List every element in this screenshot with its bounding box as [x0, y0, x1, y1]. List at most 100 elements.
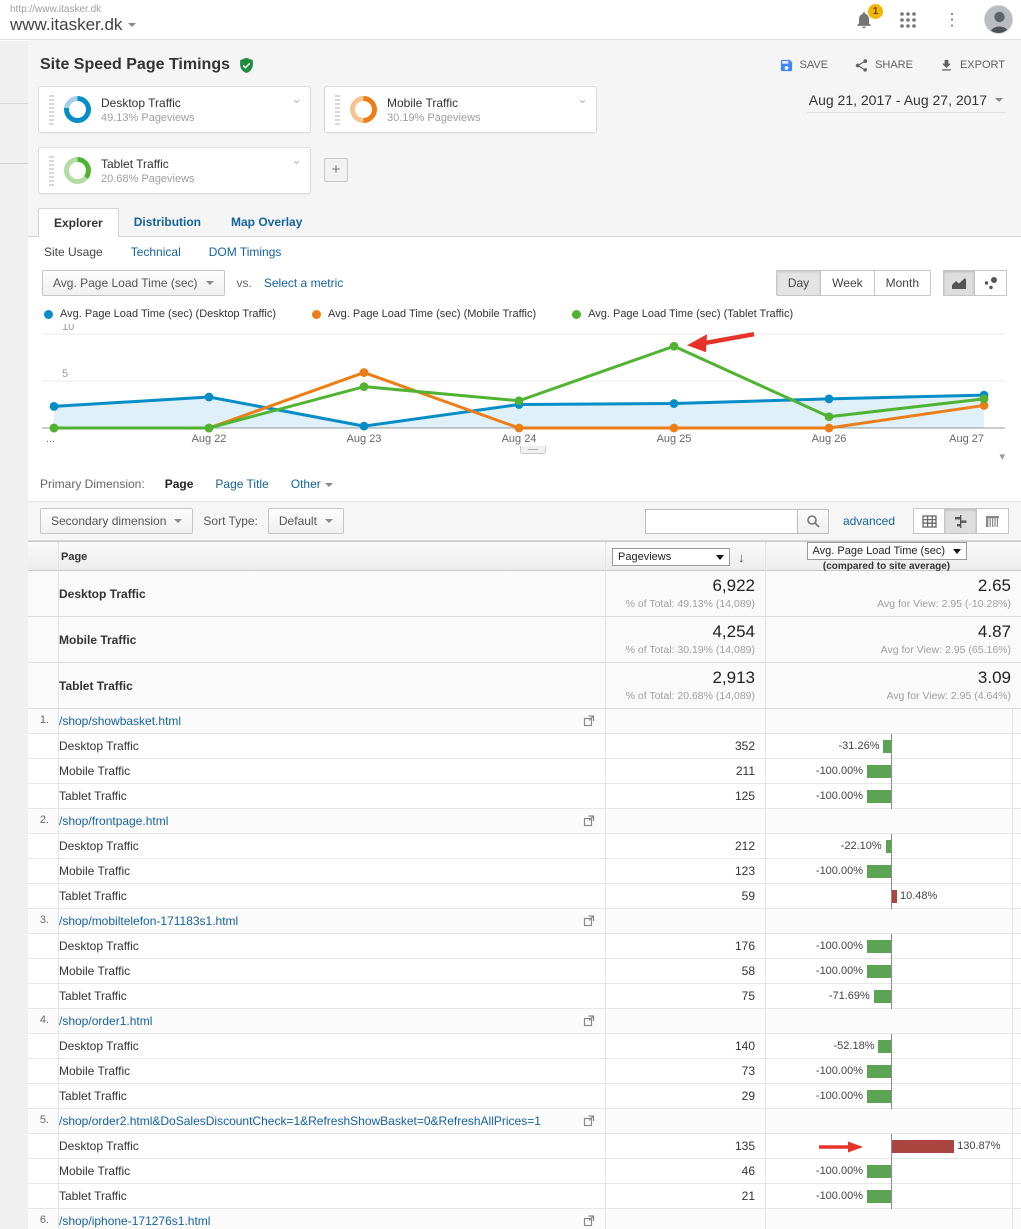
page-link[interactable]: /shop/order1.html	[59, 1014, 153, 1028]
pageviews-column-selector[interactable]: Pageviews	[612, 548, 730, 566]
page-link[interactable]: /shop/mobiltelefon-171183s1.html	[59, 914, 239, 928]
secondary-dimension-dropdown[interactable]: Secondary dimension	[40, 508, 194, 534]
row-index: 5.	[39, 1114, 49, 1126]
motion-chart-toggle[interactable]	[975, 270, 1007, 296]
comparison-value: -31.26%	[838, 740, 880, 752]
open-in-new-icon[interactable]	[583, 1215, 595, 1229]
dimension-option-other[interactable]: Other	[291, 477, 333, 491]
page-link[interactable]: /shop/iphone-171276s1.html	[59, 1214, 211, 1228]
bar-axis	[891, 884, 892, 909]
metric-subtext: Avg for View: 2.95 (4.64%)	[886, 690, 1011, 702]
table-view-toggle[interactable]	[913, 508, 945, 534]
page-group-row: 3. /shop/mobiltelefon-171183s1.html	[28, 909, 1021, 934]
comparison-bar	[867, 965, 891, 978]
chevron-down-icon	[324, 482, 333, 487]
save-button[interactable]: SAVE	[779, 58, 828, 73]
pageviews-value: 123	[605, 859, 765, 884]
comparison-bar	[867, 1165, 891, 1178]
dimension-option-page-title[interactable]: Page Title	[215, 477, 269, 491]
drag-handle[interactable]	[49, 155, 54, 186]
table-view-icon	[921, 514, 937, 528]
metric-column-selector[interactable]: Avg. Page Load Time (sec)	[806, 542, 967, 560]
open-in-new-icon[interactable]	[583, 815, 595, 830]
notifications-button[interactable]: 1	[852, 3, 883, 32]
segment-detail-row: Mobile Traffic 73 -100.00%	[28, 1059, 1021, 1084]
sort-type-dropdown[interactable]: Default	[267, 508, 344, 534]
sort-descending-icon[interactable]: ↓	[738, 549, 745, 565]
share-button[interactable]: SHARE	[854, 58, 913, 73]
verified-shield-icon	[240, 57, 253, 73]
avatar[interactable]	[984, 5, 1013, 34]
segments-area: Aug 21, 2017 - Aug 27, 2017 Desktop Traf…	[28, 82, 1021, 208]
granularity-week[interactable]: Week	[821, 270, 875, 296]
explorer-subtabs: Site Usage Technical DOM Timings	[28, 237, 1021, 265]
segment-detail-row: Tablet Traffic 21 -100.00%	[28, 1184, 1021, 1209]
open-in-new-icon[interactable]	[583, 1115, 595, 1130]
timeline-handle[interactable]	[520, 446, 546, 454]
comparison-view-icon	[955, 514, 967, 528]
apps-grid-button[interactable]	[896, 8, 920, 32]
export-button[interactable]: EXPORT	[939, 58, 1005, 73]
bar-axis	[891, 1034, 892, 1059]
open-in-new-icon[interactable]	[583, 1015, 595, 1030]
comparison-bar	[878, 1040, 891, 1053]
bar-axis	[891, 1059, 892, 1084]
subtab-dom-timings[interactable]: DOM Timings	[208, 245, 282, 259]
account-selector[interactable]: www.itasker.dk	[10, 15, 137, 35]
search-icon	[807, 515, 820, 528]
metric-dropdown[interactable]: Avg. Page Load Time (sec)	[42, 270, 225, 296]
segment-label: Desktop Traffic	[58, 834, 605, 859]
search-button[interactable]	[796, 508, 829, 534]
page-link[interactable]: /shop/frontpage.html	[59, 814, 169, 828]
drag-handle[interactable]	[49, 94, 54, 125]
row-index: 1.	[39, 714, 49, 726]
add-segment-button[interactable]: +	[324, 158, 348, 182]
table-search-input[interactable]	[644, 508, 797, 534]
drag-handle[interactable]	[335, 94, 340, 125]
pageviews-value: 135	[605, 1134, 765, 1159]
granularity-month[interactable]: Month	[874, 270, 931, 296]
report-title: Site Speed Page Timings	[40, 56, 255, 74]
date-range-picker[interactable]: Aug 21, 2017 - Aug 27, 2017	[806, 90, 1005, 113]
comparison-view-toggle[interactable]	[945, 508, 977, 534]
segment-card-mobile[interactable]: Mobile Traffic 30.19% Pageviews ⌄	[324, 86, 597, 133]
tab-explorer[interactable]: Explorer	[38, 208, 119, 237]
subtab-site-usage[interactable]: Site Usage	[44, 245, 103, 259]
tab-distribution[interactable]: Distribution	[133, 215, 202, 229]
granularity-day[interactable]: Day	[775, 270, 822, 296]
timeseries-chart: 5 10... Aug 22 Aug 23 Aug 24 Aug 25 Aug 26 Aug …	[28, 321, 1021, 463]
segment-detail-row: Tablet Traffic 125 -100.00%	[28, 784, 1021, 809]
collapsed-sidebar[interactable]	[0, 41, 28, 1229]
select-metric-link[interactable]: Select a metric	[263, 276, 344, 290]
line-chart-toggle[interactable]	[943, 270, 975, 296]
subtab-technical[interactable]: Technical	[130, 245, 181, 259]
segment-detail-row: Desktop Traffic 140 -52.18%	[28, 1034, 1021, 1059]
bar-axis	[891, 959, 892, 984]
legend-dot	[572, 309, 582, 319]
comparison-bar-cell: -71.69%	[765, 984, 1012, 1009]
segment-card-desktop[interactable]: Desktop Traffic 49.13% Pageviews ⌄	[38, 86, 311, 133]
open-in-new-icon[interactable]	[583, 915, 595, 930]
open-in-new-icon[interactable]	[583, 715, 595, 730]
page-group-row: 1. /shop/showbasket.html	[28, 709, 1021, 734]
comparison-bar-cell: -100.00%	[765, 784, 1012, 809]
dimension-option-page[interactable]: Page	[164, 477, 194, 491]
pivot-view-toggle[interactable]	[977, 508, 1009, 534]
legend-label: Avg. Page Load Time (sec) (Tablet Traffi…	[588, 308, 794, 320]
comparison-bar-cell: -100.00%	[765, 859, 1012, 884]
chevron-down-icon[interactable]: ⌄	[577, 91, 588, 106]
more-menu-button[interactable]: ⋮	[943, 9, 961, 29]
chart-collapse-arrow[interactable]: ▾	[999, 451, 1005, 463]
chevron-down-icon[interactable]: ⌄	[291, 91, 302, 106]
page-link[interactable]: /shop/order2.html&DoSalesDiscountCheck=1…	[59, 1114, 541, 1128]
chevron-down-icon[interactable]: ⌄	[291, 152, 302, 167]
tab-map-overlay[interactable]: Map Overlay	[231, 215, 303, 229]
pageviews-value: 29	[605, 1084, 765, 1109]
svg-text:Aug 25: Aug 25	[657, 433, 692, 445]
metric-value: 3.09	[977, 668, 1011, 687]
page-link[interactable]: /shop/showbasket.html	[59, 714, 182, 728]
column-header-page[interactable]: Page	[58, 542, 605, 572]
legend-item: Avg. Page Load Time (sec) (Tablet Traffi…	[572, 308, 793, 320]
advanced-filter-link[interactable]: advanced	[842, 514, 895, 528]
segment-card-tablet[interactable]: Tablet Traffic 20.68% Pageviews ⌄	[38, 147, 311, 194]
